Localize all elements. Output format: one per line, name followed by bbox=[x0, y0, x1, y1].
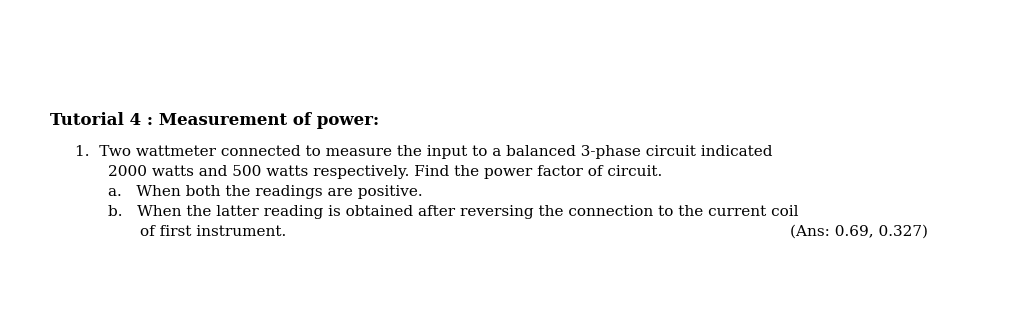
Text: 1.  Two wattmeter connected to measure the input to a balanced 3-phase circuit i: 1. Two wattmeter connected to measure th… bbox=[75, 145, 772, 159]
Text: 2000 watts and 500 watts respectively. Find the power factor of circuit.: 2000 watts and 500 watts respectively. F… bbox=[108, 165, 663, 179]
Text: of first instrument.: of first instrument. bbox=[140, 225, 287, 239]
Text: a.   When both the readings are positive.: a. When both the readings are positive. bbox=[108, 185, 423, 199]
Text: b.   When the latter reading is obtained after reversing the connection to the c: b. When the latter reading is obtained a… bbox=[108, 205, 799, 219]
Text: (Ans: 0.69, 0.327): (Ans: 0.69, 0.327) bbox=[790, 225, 928, 239]
Text: Tutorial 4 : Measurement of power:: Tutorial 4 : Measurement of power: bbox=[50, 112, 379, 129]
